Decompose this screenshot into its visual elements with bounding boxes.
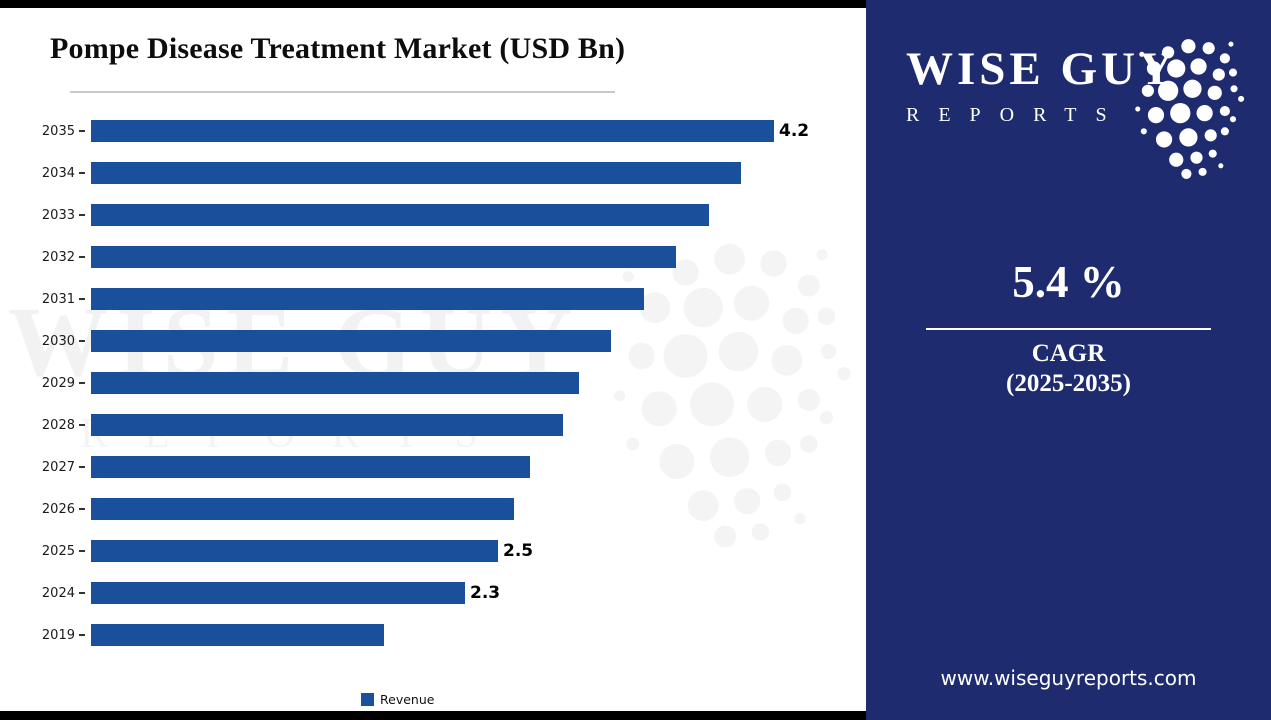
revenue-bar bbox=[91, 204, 709, 226]
y-axis-label: 2033 bbox=[41, 207, 75, 223]
revenue-bar bbox=[91, 246, 676, 268]
revenue-bar bbox=[91, 288, 644, 310]
bar-row: 2029 bbox=[0, 362, 866, 404]
axis-tick bbox=[79, 214, 85, 216]
y-axis-label: 2035 bbox=[41, 123, 75, 139]
revenue-bar bbox=[91, 456, 530, 478]
bar-row: 2034 bbox=[0, 152, 866, 194]
logo-wordmark: WISE GUY bbox=[906, 43, 1177, 95]
revenue-bar bbox=[91, 498, 514, 520]
legend-marker bbox=[361, 693, 374, 706]
bar-row: 2031 bbox=[0, 278, 866, 320]
bar-row: 2032 bbox=[0, 236, 866, 278]
y-axis-label: 2034 bbox=[41, 165, 75, 181]
revenue-bar bbox=[91, 330, 611, 352]
axis-tick bbox=[79, 172, 85, 174]
axis-tick bbox=[79, 634, 85, 636]
revenue-bar bbox=[91, 372, 579, 394]
bar-value-label: 4.2 bbox=[779, 121, 810, 141]
axis-tick bbox=[79, 424, 85, 426]
cagr-label: CAGR bbox=[1031, 340, 1106, 367]
revenue-bar bbox=[91, 414, 563, 436]
revenue-bar bbox=[91, 624, 384, 646]
axis-tick bbox=[79, 466, 85, 468]
axis-tick bbox=[79, 256, 85, 258]
axis-tick bbox=[79, 508, 85, 510]
bar-row: 2024 2.3 bbox=[0, 572, 866, 614]
bar-row: 2027 bbox=[0, 446, 866, 488]
bar-row: 2028 bbox=[0, 404, 866, 446]
y-axis-label: 2027 bbox=[41, 459, 75, 475]
axis-tick bbox=[79, 382, 85, 384]
brand-panel: WISE GUY REPORTS 5.4 % CAGR (2025-2035) … bbox=[866, 0, 1271, 720]
chart-panel: Pompe Disease Treatment Market (USD Bn) … bbox=[0, 0, 866, 720]
website-url: www.wiseguyreports.com bbox=[940, 666, 1197, 690]
y-axis-label: 2032 bbox=[41, 249, 75, 265]
axis-tick bbox=[79, 130, 85, 132]
bar-value-label: 2.3 bbox=[470, 583, 501, 603]
chart-title: Pompe Disease Treatment Market (USD Bn) bbox=[50, 32, 626, 65]
y-axis-label: 2031 bbox=[41, 291, 75, 307]
axis-tick bbox=[79, 340, 85, 342]
axis-tick bbox=[79, 298, 85, 300]
bar-rows: 2035 4.2 2034 2033 2032 2031 2030 2029 2028 2027 2… bbox=[0, 110, 866, 656]
cagr-value: 5.4 % bbox=[1012, 257, 1125, 307]
y-axis-label: 2019 bbox=[41, 627, 75, 643]
top-bar bbox=[0, 0, 866, 8]
bottom-bar bbox=[0, 711, 866, 720]
revenue-bar bbox=[91, 120, 774, 142]
legend: Revenue bbox=[361, 692, 434, 707]
y-axis-label: 2029 bbox=[41, 375, 75, 391]
cagr-divider bbox=[926, 328, 1211, 330]
y-axis-label: 2030 bbox=[41, 333, 75, 349]
brand-logo: WISE GUY REPORTS bbox=[906, 39, 1266, 179]
bar-value-label: 2.5 bbox=[503, 541, 534, 561]
axis-tick bbox=[79, 550, 85, 552]
title-divider bbox=[70, 91, 615, 93]
revenue-bar bbox=[91, 540, 498, 562]
revenue-bar bbox=[91, 162, 741, 184]
bar-row: 2019 bbox=[0, 614, 866, 656]
bar-row: 2025 2.5 bbox=[0, 530, 866, 572]
y-axis-label: 2026 bbox=[41, 501, 75, 517]
y-axis-label: 2025 bbox=[41, 543, 75, 559]
bar-row: 2033 bbox=[0, 194, 866, 236]
cagr-range: (2025-2035) bbox=[1006, 370, 1131, 397]
legend-label: Revenue bbox=[380, 692, 435, 707]
bar-row: 2030 bbox=[0, 320, 866, 362]
y-axis-label: 2024 bbox=[41, 585, 75, 601]
bar-row: 2035 4.2 bbox=[0, 110, 866, 152]
revenue-bar bbox=[91, 582, 465, 604]
bar-row: 2026 bbox=[0, 488, 866, 530]
y-axis-label: 2028 bbox=[41, 417, 75, 433]
logo-head-icon bbox=[1135, 39, 1245, 179]
axis-tick bbox=[79, 592, 85, 594]
logo-reports-text: REPORTS bbox=[906, 103, 1126, 126]
